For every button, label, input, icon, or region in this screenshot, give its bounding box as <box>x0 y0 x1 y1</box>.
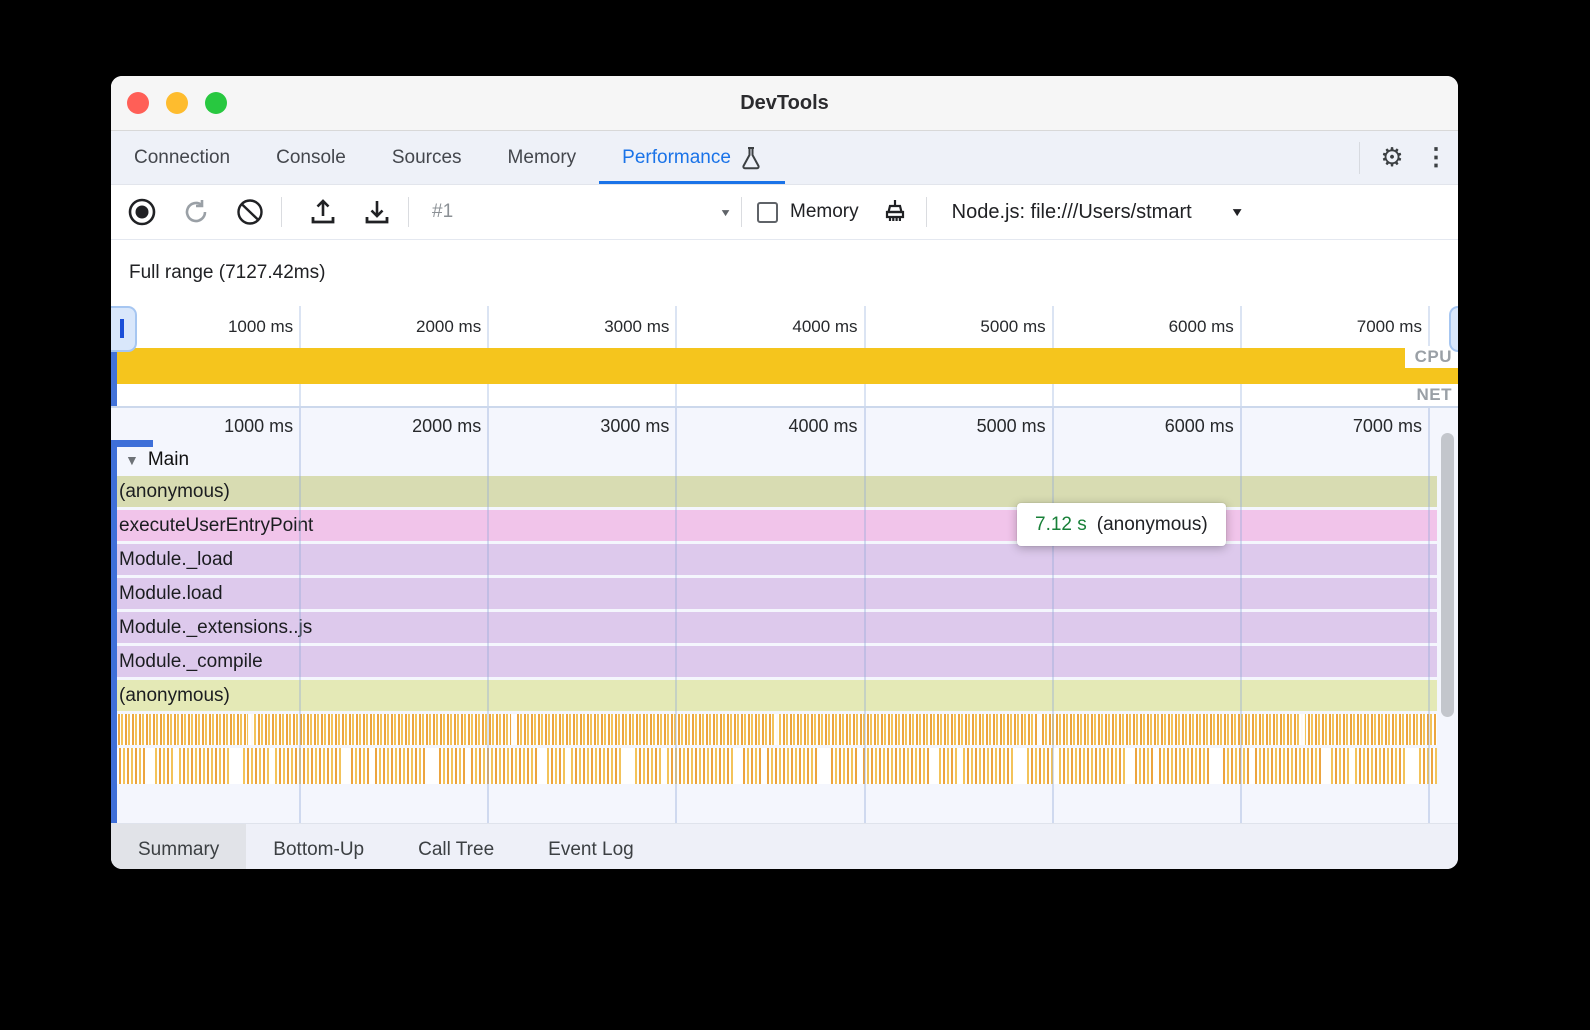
flame-row[interactable]: Module.load <box>111 578 1437 609</box>
tooltip-duration: 7.12 s <box>1035 514 1087 536</box>
flame-row[interactable]: Module._compile <box>111 646 1437 677</box>
tab-sources[interactable]: Sources <box>369 131 485 184</box>
record-button[interactable] <box>120 190 164 234</box>
history-select[interactable]: #1 ▼ <box>432 201 732 223</box>
tab-connection[interactable]: Connection <box>111 131 253 184</box>
overview-tick-label: 4000 ms <box>712 306 858 348</box>
memory-checkbox-label: Memory <box>790 201 859 223</box>
tab-bottom-up[interactable]: Bottom-Up <box>246 824 391 869</box>
tab-performance[interactable]: Performance <box>599 131 785 184</box>
target-label: Node.js: file:///Users/stmart <box>952 201 1192 224</box>
flame-row[interactable]: (anonymous) <box>111 680 1437 711</box>
chevron-down-icon: ▼ <box>1230 205 1245 219</box>
tab-memory[interactable]: Memory <box>485 131 600 184</box>
timeline-overview[interactable]: 1000 ms 2000 ms 3000 ms 4000 ms 5000 ms … <box>111 306 1458 408</box>
tab-call-tree[interactable]: Call Tree <box>391 824 521 869</box>
flame-chart[interactable]: 1000 ms 2000 ms 3000 ms 4000 ms 5000 ms … <box>111 408 1458 823</box>
toolbar-divider <box>408 197 409 227</box>
devtools-window: DevTools Connection Console Sources Memo… <box>111 76 1458 869</box>
load-profile-button[interactable] <box>301 190 345 234</box>
main-track-label: Main <box>148 449 189 471</box>
settings-gear-icon[interactable]: ⚙ <box>1370 136 1414 180</box>
reload-record-button[interactable] <box>174 190 218 234</box>
microtask-stripe-band[interactable] <box>111 748 1437 784</box>
overview-tick-label: 5000 ms <box>900 306 1046 348</box>
flame-gridline <box>1428 408 1430 823</box>
flame-tick-label: 7000 ms <box>1276 408 1422 444</box>
target-select[interactable]: Node.js: file:///Users/stmart ▼ <box>952 201 1245 224</box>
history-value: #1 <box>432 201 719 223</box>
vertical-scrollbar[interactable] <box>1441 433 1454 717</box>
flame-gridline <box>864 408 866 823</box>
tab-event-log[interactable]: Event Log <box>521 824 661 869</box>
flame-tick-label: 2000 ms <box>335 408 481 444</box>
overview-tick-label: 1000 ms <box>147 306 293 348</box>
flame-row-label: (anonymous) <box>111 481 230 503</box>
clear-button[interactable] <box>228 190 272 234</box>
selection-left-edge <box>111 352 117 406</box>
flame-row[interactable]: Module._load <box>111 544 1437 575</box>
toolbar-divider <box>926 197 927 227</box>
titlebar: DevTools <box>111 76 1458 131</box>
performance-toolbar: #1 ▼ Memory Node.js: file:///Users/stmar… <box>111 185 1458 240</box>
toolbar-divider <box>741 197 742 227</box>
detail-tabbar: Summary Bottom-Up Call Tree Event Log <box>111 823 1458 869</box>
flame-tooltip: 7.12 s (anonymous) <box>1017 503 1226 546</box>
save-profile-button[interactable] <box>355 190 399 234</box>
flame-gridline <box>1240 408 1242 823</box>
net-band-label: NET <box>1407 384 1459 406</box>
tab-console[interactable]: Console <box>253 131 369 184</box>
tooltip-name: (anonymous) <box>1097 514 1208 536</box>
overview-tick-label: 2000 ms <box>335 306 481 348</box>
panel-tabbar: Connection Console Sources Memory Perfor… <box>111 131 1458 185</box>
garbage-collect-icon[interactable] <box>873 190 917 234</box>
flame-row[interactable]: (anonymous) <box>111 476 1437 507</box>
flame-row-label: (anonymous) <box>111 685 230 707</box>
tab-summary[interactable]: Summary <box>111 824 246 869</box>
microtask-stripe-band[interactable] <box>111 714 1437 745</box>
flame-tick-label: 1000 ms <box>147 408 293 444</box>
memory-checkbox[interactable] <box>757 202 778 223</box>
selection-left-edge <box>111 440 117 823</box>
flame-row[interactable]: Module._extensions..js <box>111 612 1437 643</box>
flame-gridline <box>675 408 677 823</box>
collapse-triangle-icon: ▼ <box>125 452 139 468</box>
flame-tick-label: 5000 ms <box>900 408 1046 444</box>
flame-gridline <box>1052 408 1054 823</box>
flame-row-label: Module._extensions..js <box>111 617 312 639</box>
range-right-handle[interactable] <box>1449 306 1458 352</box>
cpu-activity-band <box>111 348 1458 384</box>
overview-tick-label: 3000 ms <box>523 306 669 348</box>
chevron-down-icon: ▼ <box>719 206 732 218</box>
selection-corner <box>111 440 153 447</box>
overview-tick-label: 6000 ms <box>1088 306 1234 348</box>
more-options-icon[interactable]: ⋮ <box>1414 136 1458 180</box>
flame-tick-label: 6000 ms <box>1088 408 1234 444</box>
flame-row-label: Module._compile <box>111 651 263 673</box>
flame-gridline <box>487 408 489 823</box>
flame-row-label: Module.load <box>111 583 223 605</box>
main-track-header[interactable]: ▼ Main <box>125 444 189 476</box>
toolbar-divider <box>1359 142 1360 174</box>
flame-row-label: Module._load <box>111 549 233 571</box>
flame-row[interactable]: executeUserEntryPoint <box>111 510 1437 541</box>
flame-tick-label: 3000 ms <box>523 408 669 444</box>
flame-row-label: executeUserEntryPoint <box>111 515 313 537</box>
flame-tick-label: 4000 ms <box>712 408 858 444</box>
cpu-band-label: CPU <box>1405 346 1458 368</box>
flask-icon <box>740 146 762 170</box>
flame-gridline <box>299 408 301 823</box>
range-left-handle[interactable] <box>111 306 137 352</box>
full-range-label: Full range (7127.42ms) <box>111 240 1458 306</box>
window-title: DevTools <box>111 76 1458 130</box>
overview-tick-label: 7000 ms <box>1276 306 1422 348</box>
toolbar-divider <box>281 197 282 227</box>
